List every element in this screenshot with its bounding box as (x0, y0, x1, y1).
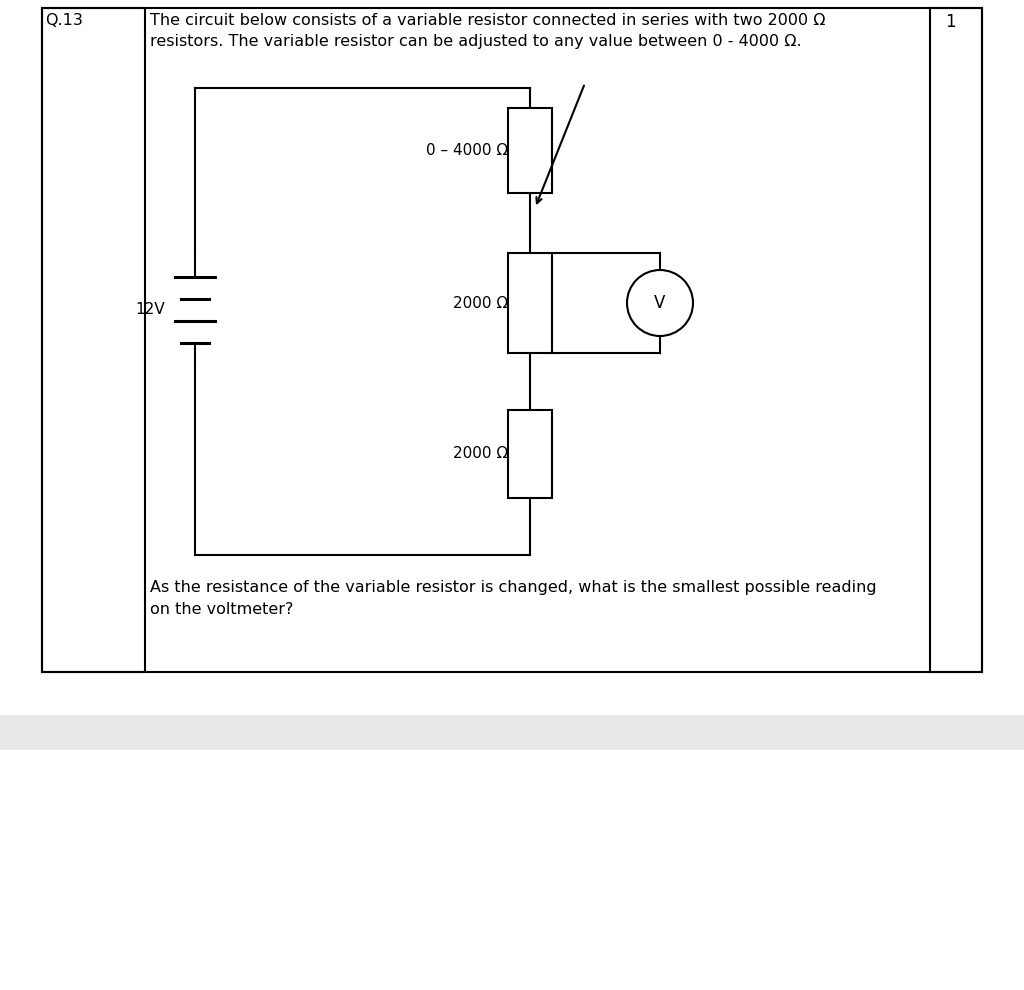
Circle shape (627, 270, 693, 336)
Text: 0 – 4000 Ω: 0 – 4000 Ω (426, 143, 508, 158)
Text: The circuit below consists of a variable resistor connected in series with two 2: The circuit below consists of a variable… (150, 13, 825, 28)
Text: Q.13: Q.13 (45, 13, 83, 28)
Text: 12V: 12V (135, 303, 165, 318)
Text: 2000 Ω: 2000 Ω (453, 446, 508, 461)
Bar (0, 715, 1024, 750)
Bar (42, 8, 982, 672)
Text: 1: 1 (945, 13, 955, 31)
Bar (42, 8, 145, 672)
Text: on the voltmeter?: on the voltmeter? (150, 602, 293, 617)
Text: 2000 Ω: 2000 Ω (453, 295, 508, 311)
Bar (508, 108, 552, 193)
Bar (508, 410, 552, 498)
Text: As the resistance of the variable resistor is changed, what is the smallest poss: As the resistance of the variable resist… (150, 580, 877, 595)
Bar (508, 253, 552, 353)
Text: resistors. The variable resistor can be adjusted to any value between 0 - 4000 Ω: resistors. The variable resistor can be … (150, 34, 802, 49)
Text: V: V (654, 294, 666, 312)
Bar (930, 8, 982, 672)
